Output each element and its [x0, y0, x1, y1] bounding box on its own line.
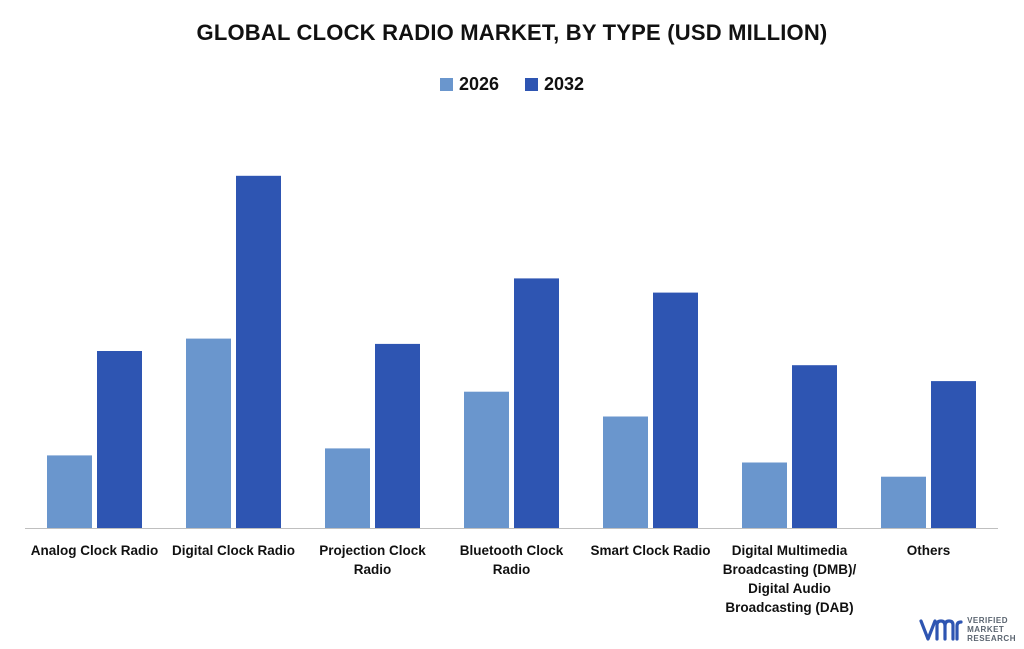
legend-swatch-2032 — [525, 78, 538, 91]
x-tick-label-5: Digital Multimedia Broadcasting (DMB)/ D… — [722, 543, 857, 615]
bar-2032-1 — [236, 175, 281, 529]
bar-2032-6 — [931, 381, 976, 528]
legend: 2026 2032 — [0, 74, 1024, 95]
x-tick-label-1: Digital Clock Radio — [171, 543, 296, 558]
bar-2026-4 — [603, 416, 648, 528]
brand-text-line-2: MARKET — [967, 625, 1005, 634]
x-tick-label-3: Bluetooth Clock Radio — [459, 543, 564, 577]
x-tick-label-6: Others — [906, 543, 951, 558]
bar-2032-2 — [375, 343, 420, 528]
chart-title: GLOBAL CLOCK RADIO MARKET, BY TYPE (USD … — [196, 20, 828, 45]
bar-2032-5 — [792, 365, 837, 528]
legend-item-2026: 2026 — [439, 74, 499, 95]
brand-logo: VERIFIED MARKET RESEARCH — [919, 616, 1016, 643]
bar-2032-0 — [97, 351, 142, 528]
bar-2032-4 — [653, 292, 698, 528]
legend-swatch-2026 — [439, 78, 453, 91]
legend-label-2026: 2026 — [458, 74, 499, 94]
bar-2026-3 — [464, 391, 509, 528]
bar-2026-5 — [742, 462, 787, 528]
bar-2026-1 — [186, 338, 231, 528]
brand-text-line-3: RESEARCH — [967, 634, 1016, 643]
x-tick-label-2: Projection Clock Radio — [319, 543, 426, 577]
legend-label-2032: 2032 — [544, 74, 585, 94]
bar-2026-2 — [325, 448, 370, 529]
bar-2026-0 — [47, 455, 92, 528]
x-tick-label-4: Smart Clock Radio — [590, 543, 711, 558]
brand-text-line-1: VERIFIED — [967, 616, 1008, 625]
brand-text: VERIFIED MARKET RESEARCH — [967, 616, 1016, 643]
x-tick-label-0: Analog Clock Radio — [30, 543, 159, 558]
bar-2032-3 — [514, 278, 559, 528]
legend-item-2032: 2032 — [525, 74, 584, 95]
vmr-logo-icon — [919, 618, 963, 641]
bar-2026-6 — [881, 476, 926, 528]
